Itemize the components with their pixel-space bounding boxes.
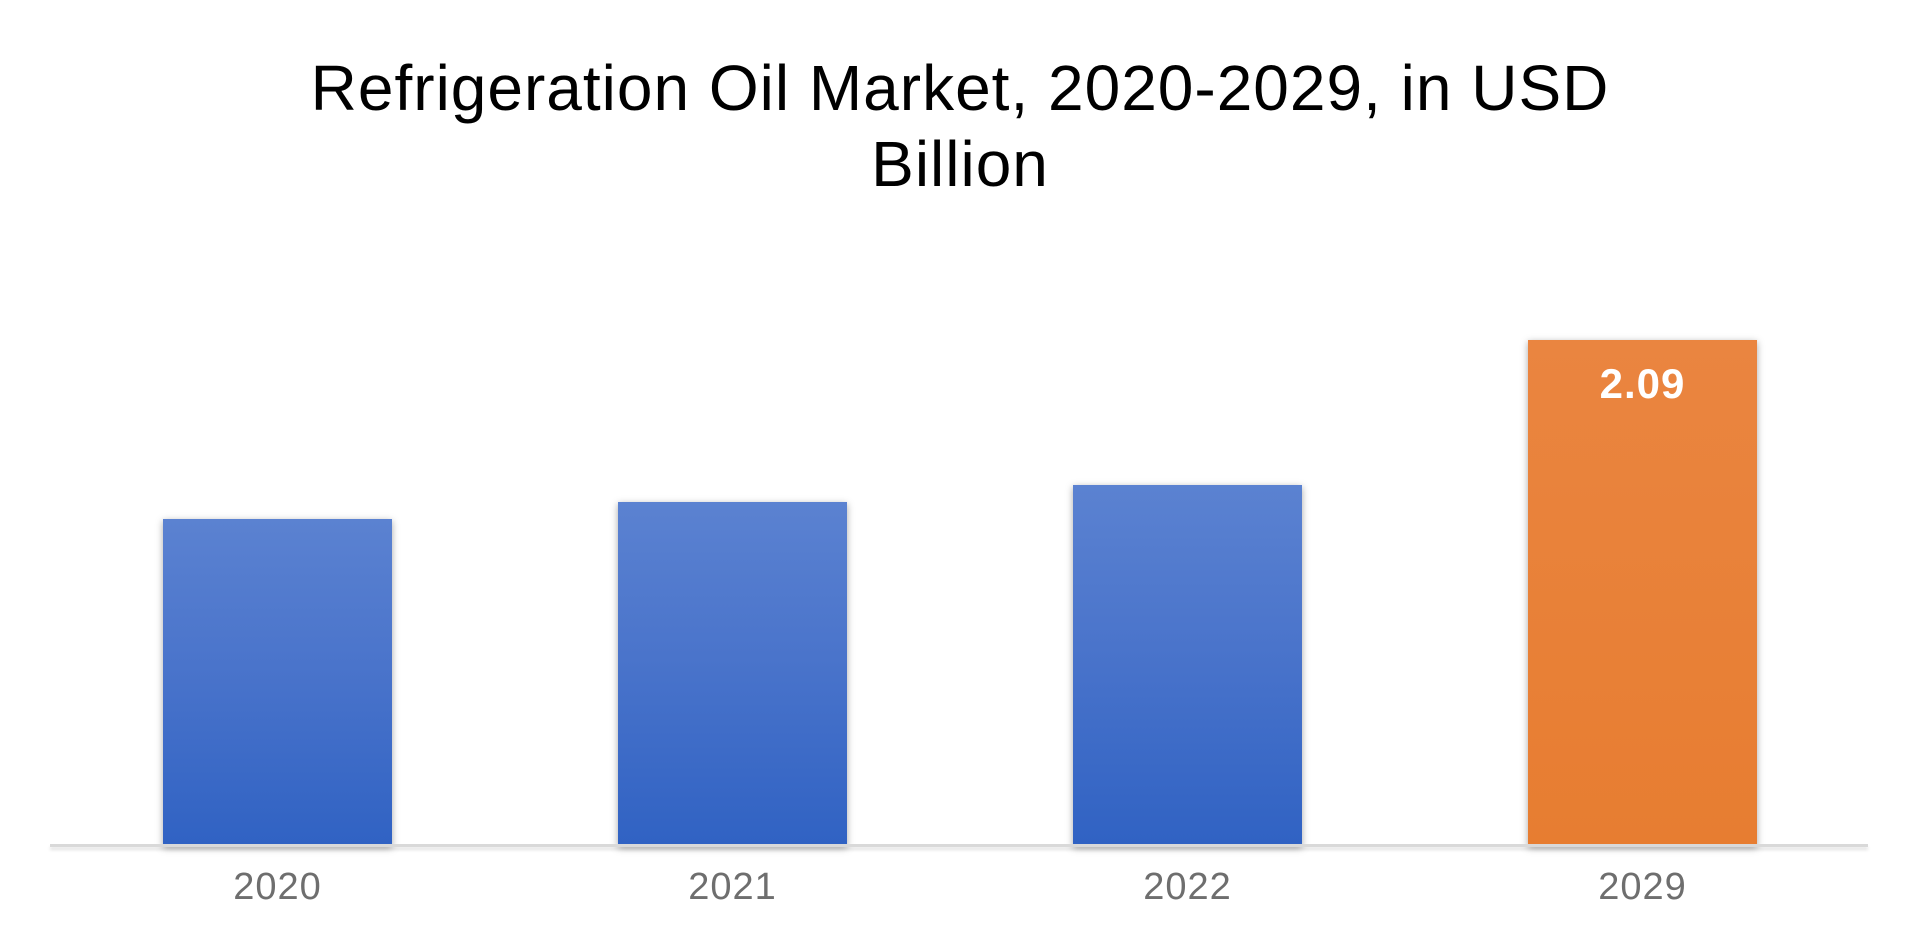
chart-title-line-2: Billion: [871, 128, 1049, 200]
x-axis-line: [50, 844, 1868, 847]
x-axis-labels: 2020 2021 2022 2029: [163, 866, 1757, 909]
bar-2022: [1073, 485, 1302, 846]
chart-title-line-1: Refrigeration Oil Market, 2020-2029, in …: [310, 52, 1610, 124]
bar-2020: [163, 519, 392, 846]
x-axis-label-2020: 2020: [233, 866, 322, 908]
bars-group: 2.09: [163, 226, 1757, 846]
bar-value-label-2029: 2.09: [1599, 360, 1686, 407]
bar-2021: [618, 502, 847, 846]
x-axis-label-2029: 2029: [1598, 866, 1687, 908]
x-axis-label-2021: 2021: [688, 866, 777, 908]
x-axis-label-2022: 2022: [1143, 866, 1232, 908]
bar-2029: 2.09: [1528, 340, 1757, 846]
chart-title: Refrigeration Oil Market, 2020-2029, in …: [0, 50, 1920, 202]
